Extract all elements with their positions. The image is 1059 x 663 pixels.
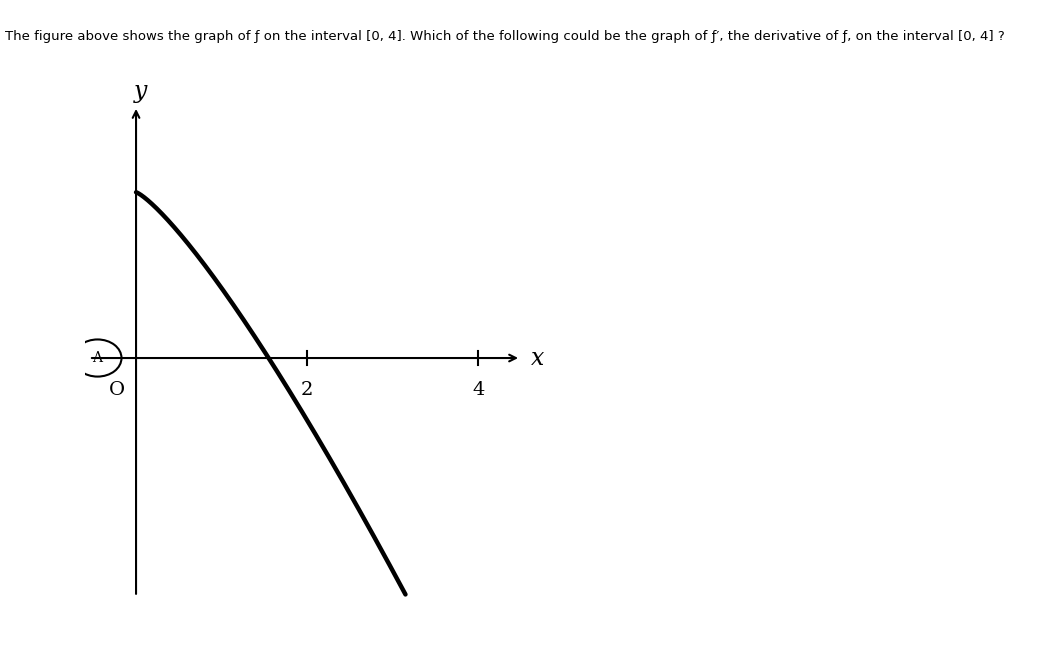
Text: 2: 2 (301, 381, 313, 399)
Text: x: x (532, 347, 544, 369)
Text: O: O (109, 381, 125, 399)
Text: y: y (133, 80, 147, 103)
Text: A: A (92, 351, 103, 365)
Text: The figure above shows the graph of ƒ on the interval [0, 4]. Which of the follo: The figure above shows the graph of ƒ on… (5, 30, 1005, 43)
Text: 4: 4 (472, 381, 484, 399)
